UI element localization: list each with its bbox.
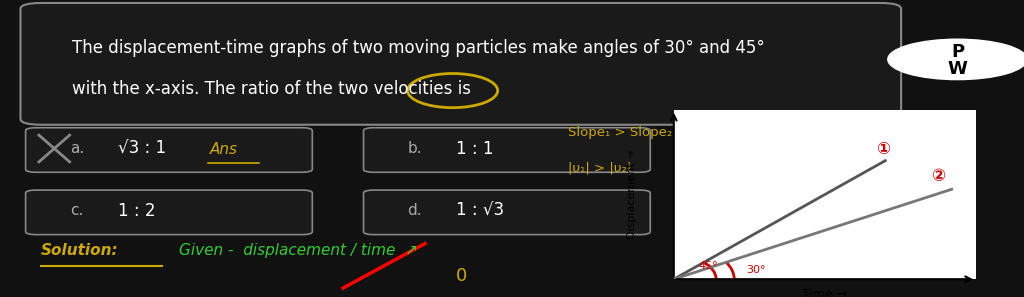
Text: Slope₁ > Slope₂: Slope₁ > Slope₂ — [568, 126, 673, 139]
Text: 45°: 45° — [698, 261, 718, 271]
Text: 1 : 1: 1 : 1 — [456, 140, 494, 157]
FancyBboxPatch shape — [26, 128, 312, 172]
Text: Time →: Time → — [802, 288, 848, 297]
Text: d.: d. — [408, 203, 422, 218]
Text: ②: ② — [931, 167, 945, 185]
Text: 0: 0 — [456, 267, 467, 285]
FancyBboxPatch shape — [364, 128, 650, 172]
FancyBboxPatch shape — [364, 190, 650, 235]
Text: Given -  displacement / time  ↗: Given - displacement / time ↗ — [179, 244, 418, 258]
Text: with the x-axis. The ratio of the two velocities is: with the x-axis. The ratio of the two ve… — [72, 80, 471, 98]
Text: √3 : 1: √3 : 1 — [118, 140, 166, 157]
Text: Displacement →: Displacement → — [627, 150, 637, 239]
Text: ①: ① — [877, 140, 890, 158]
FancyBboxPatch shape — [20, 3, 901, 125]
Text: Solution:: Solution: — [41, 244, 119, 258]
Text: 1 : 2: 1 : 2 — [118, 202, 156, 220]
Circle shape — [888, 39, 1024, 80]
Text: 1 : √3: 1 : √3 — [456, 202, 504, 220]
Text: b.: b. — [408, 141, 422, 156]
FancyBboxPatch shape — [26, 190, 312, 235]
Text: a.: a. — [70, 141, 84, 156]
Text: c.: c. — [70, 203, 83, 218]
Text: Ans: Ans — [210, 143, 238, 157]
Text: W: W — [947, 60, 968, 78]
Text: |υ₁| > |υ₂|: |υ₁| > |υ₂| — [568, 161, 632, 174]
Text: The displacement-time graphs of two moving particles make angles of 30° and 45°: The displacement-time graphs of two movi… — [72, 39, 765, 56]
Text: P: P — [951, 43, 964, 61]
Text: 30°: 30° — [746, 265, 766, 275]
